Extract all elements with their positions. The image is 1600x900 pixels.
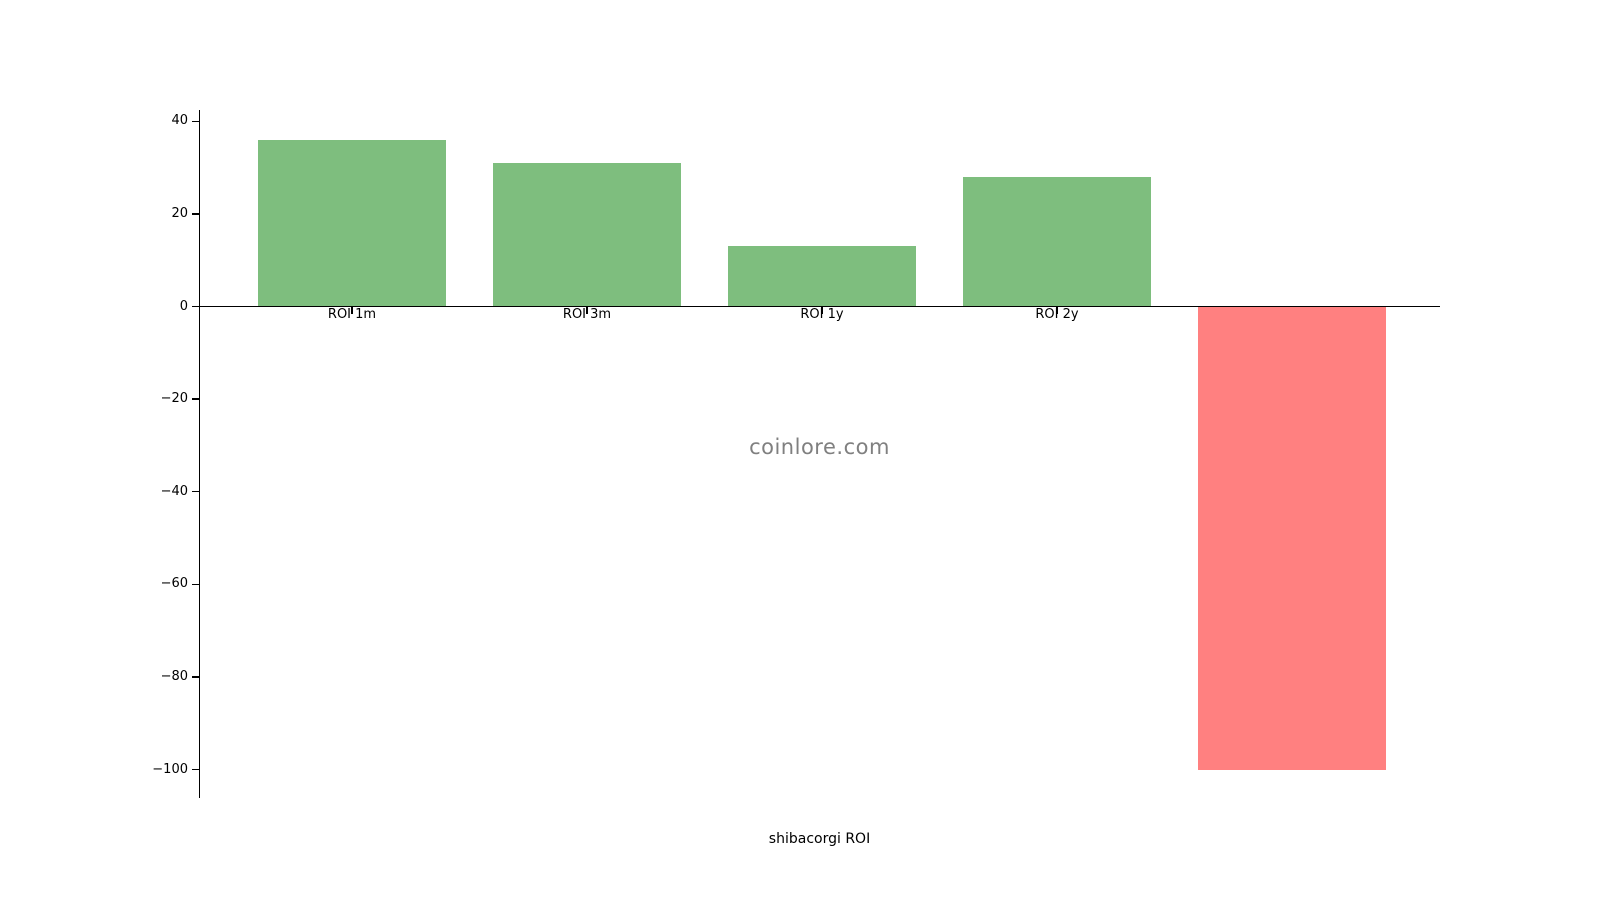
x-tick xyxy=(821,306,823,314)
y-tick xyxy=(192,120,199,122)
y-tick-label: −80 xyxy=(160,668,188,684)
y-tick-label: 0 xyxy=(179,298,188,314)
x-axis-line xyxy=(199,305,1440,308)
y-tick xyxy=(192,398,199,400)
x-tick-label: ROI 1y xyxy=(800,307,844,322)
y-tick xyxy=(192,676,199,678)
y-tick-label: 20 xyxy=(171,205,188,221)
y-tick xyxy=(192,491,199,493)
x-tick-label: ROI 2y xyxy=(1035,307,1079,322)
bar-roi-3m xyxy=(493,162,681,307)
bar-roi-1m xyxy=(258,139,446,307)
y-axis-spine xyxy=(199,110,201,798)
y-tick-label: 40 xyxy=(171,113,188,129)
x-tick-label: ROI 3m xyxy=(562,307,612,322)
x-tick xyxy=(1056,306,1058,314)
watermark: coinlore.com xyxy=(749,435,890,459)
y-tick-label: −100 xyxy=(152,761,188,777)
x-tick-label: ROI 1m xyxy=(327,307,377,322)
y-tick-label: −60 xyxy=(160,576,188,592)
x-tick xyxy=(351,306,353,314)
bar-roi-5 xyxy=(1198,306,1386,770)
chart-title: shibacorgi ROI xyxy=(768,831,871,847)
y-tick xyxy=(192,583,199,585)
bar-roi-1y xyxy=(728,246,916,307)
y-tick-label: −20 xyxy=(160,391,188,407)
y-tick xyxy=(192,213,199,215)
y-tick-label: −40 xyxy=(160,483,188,499)
y-tick xyxy=(192,305,199,308)
x-tick xyxy=(586,306,588,314)
bar-roi-2y xyxy=(963,176,1151,307)
y-tick xyxy=(192,768,199,771)
